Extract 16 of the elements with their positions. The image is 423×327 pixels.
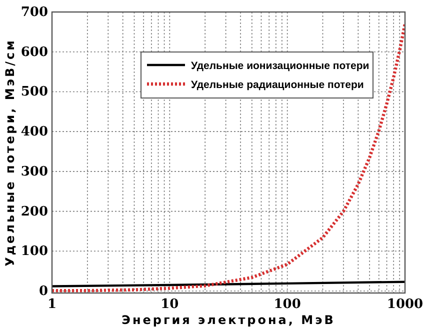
x-tick-label: 1000: [386, 297, 423, 312]
y-tick-label: 600: [20, 44, 48, 60]
x-tick-label: 10: [160, 297, 179, 312]
y-tick-label: 300: [20, 164, 48, 180]
y-tick-label: 0: [38, 284, 48, 300]
x-axis-title: Энергия электрона, МэВ: [122, 313, 336, 327]
y-tick-label: 100: [20, 244, 48, 260]
y-tick-label: 400: [20, 124, 48, 140]
legend-label: Удельные радиационные потери: [191, 79, 364, 91]
legend-label: Удельные ионизационные потери: [191, 60, 370, 72]
y-tick-label: 700: [20, 5, 48, 20]
y-tick-label: 500: [20, 84, 48, 100]
x-tick-label: 100: [274, 297, 301, 312]
x-tick-label: 1: [47, 297, 57, 312]
y-axis-title: Удельные потери, МэВ/см: [3, 38, 17, 266]
y-tick-label: 200: [20, 204, 48, 220]
